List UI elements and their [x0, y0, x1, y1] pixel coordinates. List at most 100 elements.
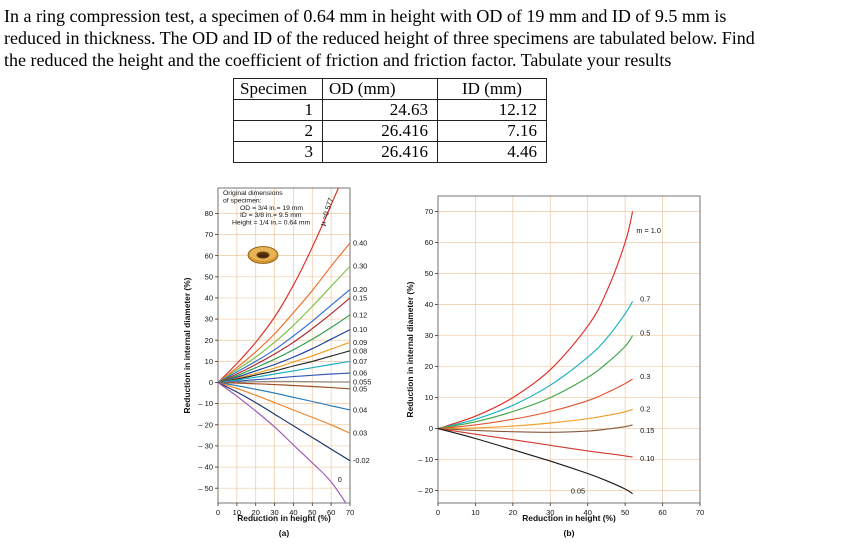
curve-label-mu-002: -0.02	[353, 456, 370, 465]
curve-m-010	[438, 428, 633, 458]
y-tick-label: 20	[205, 336, 213, 345]
y-tick-label: – 50	[198, 484, 213, 493]
curve-m-015	[438, 424, 633, 433]
table-header-row: Specimen OD (mm) ID (mm)	[233, 78, 547, 100]
curve-label-mu-0055: 0.055	[353, 377, 371, 386]
curve-label-mu-009: 0.09	[353, 338, 367, 347]
annotation-line: of specimen:	[223, 197, 262, 204]
x-tick-label: 40	[289, 508, 297, 517]
x-tick-label: 70	[346, 508, 354, 517]
annotation-line: Original dimensions	[223, 190, 283, 197]
y-tick-label: 0	[209, 378, 213, 387]
x-tick-label: 20	[509, 508, 517, 517]
x-axis-label-a: Reduction in height (%)	[237, 513, 331, 523]
caption-a: (a)	[279, 528, 290, 538]
problem-line-2: reduced in thickness. The OD and ID of t…	[4, 28, 755, 48]
x-tick-label: 70	[696, 508, 704, 517]
curve-label-m-005: 0.05	[571, 487, 585, 496]
col-header-od: OD (mm)	[322, 78, 438, 100]
cell-id-1: 12.12	[437, 99, 547, 121]
y-tick-label: – 30	[198, 442, 213, 451]
cell-specimen-1: 1	[233, 99, 323, 121]
curve-label-m-07: 0.7	[640, 294, 650, 303]
y-tick-label: – 20	[418, 486, 433, 495]
curve-label-mu-010: 0.10	[353, 325, 367, 334]
y-tick-label: 50	[205, 272, 213, 281]
problem-statement: In a ring compression test, a specimen o…	[0, 0, 860, 71]
caption-b: (b)	[564, 528, 575, 538]
y-tick-label: – 20	[198, 420, 213, 429]
col-header-specimen: Specimen	[233, 78, 323, 100]
curve-mu-002	[218, 381, 350, 462]
table-row: 3 26.416 4.46	[233, 141, 547, 163]
x-tick-label: 0	[436, 508, 440, 517]
curve-label-mu-0577: μ =0.577	[318, 197, 335, 227]
y-tick-label: 60	[425, 238, 433, 247]
cell-od-1: 24.63	[322, 99, 438, 121]
x-tick-label: 10	[471, 508, 479, 517]
y-axis-label-b: Reduction in internal diameter (%)	[405, 281, 415, 417]
curve-mu-0577	[218, 188, 340, 383]
curves-b	[438, 211, 634, 495]
curve-m-10	[438, 211, 634, 430]
y-tick-label: 40	[425, 300, 433, 309]
curve-mu-004	[218, 381, 350, 411]
plot-border-a	[217, 187, 351, 504]
x-tick-label: 60	[327, 508, 335, 517]
y-tick-label: 60	[205, 251, 213, 260]
cell-id-2: 7.16	[437, 120, 547, 142]
specimen-table: Specimen OD (mm) ID (mm) 1 24.63 12.12 2…	[233, 78, 547, 163]
table-row: 1 24.63 12.12	[233, 99, 547, 121]
problem-line-1: In a ring compression test, a specimen o…	[4, 6, 727, 26]
curve-mu-005	[218, 381, 350, 390]
y-tick-label: 50	[425, 269, 433, 278]
curve-label-mu-007: 0.07	[353, 357, 367, 366]
x-axis-label-b: Reduction in height (%)	[522, 513, 616, 523]
cell-id-3: 4.46	[437, 141, 547, 163]
curve-label-mu-003: 0.03	[353, 429, 367, 438]
x-tick-label: 50	[621, 508, 629, 517]
x-tick-label: 60	[658, 508, 666, 517]
curve-label-mu-020: 0.20	[353, 285, 367, 294]
y-tick-label: 10	[205, 357, 213, 366]
chart-b: 0 10 20 30 40 50 60 70 70 60 50 40 30 20 10 0 – 10 – 20 m …	[405, 195, 704, 538]
curve-mu-012	[218, 314, 350, 384]
x-tick-label: 50	[308, 508, 316, 517]
curve-mu-003	[218, 381, 350, 434]
table-row: 2 26.416 7.16	[233, 120, 547, 142]
curve-label-mu-015: 0.15	[353, 293, 367, 302]
cell-specimen-2: 2	[233, 120, 323, 142]
curve-mu-010	[218, 329, 350, 384]
x-tick-label: 0	[216, 508, 220, 517]
curve-label-m-015: 0.15	[640, 426, 654, 435]
x-tick-label: 30	[546, 508, 554, 517]
curve-label-mu-012: 0.12	[353, 310, 367, 319]
curve-label-m-05: 0.5	[640, 329, 650, 338]
curve-mu-007	[218, 360, 350, 384]
y-tick-label: 70	[205, 230, 213, 239]
curve-label-mu-040: 0.40	[353, 238, 367, 247]
curve-mu-008	[218, 350, 350, 384]
y-tick-label: 30	[205, 315, 213, 324]
y-tick-label: – 40	[198, 463, 213, 472]
curve-mu-009	[218, 341, 350, 384]
x-tick-label: 30	[270, 508, 278, 517]
curve-label-mu-0: 0	[338, 475, 342, 484]
curve-m-05	[438, 335, 634, 430]
curve-label-mu-004: 0.04	[353, 405, 367, 414]
plot-border-b	[437, 195, 701, 504]
y-tick-label: 10	[425, 393, 433, 402]
curve-m-03	[438, 378, 633, 430]
grid-a	[217, 188, 351, 503]
y-tick-label: 0	[429, 424, 433, 433]
curve-label-m-10: m = 1.0	[636, 226, 661, 235]
y-tick-label: 30	[425, 331, 433, 340]
curve-mu-0055	[218, 380, 350, 384]
annotation-line: ID = 3/8 in.= 9.5 mm	[240, 212, 302, 219]
annotation-line: Height = 1/4 in.= 0.64 mm	[232, 220, 311, 227]
curves-a	[218, 188, 350, 503]
curve-mu-015	[218, 297, 350, 384]
curve-m-07	[438, 301, 634, 430]
curve-label-m-02: 0.2	[640, 405, 650, 414]
